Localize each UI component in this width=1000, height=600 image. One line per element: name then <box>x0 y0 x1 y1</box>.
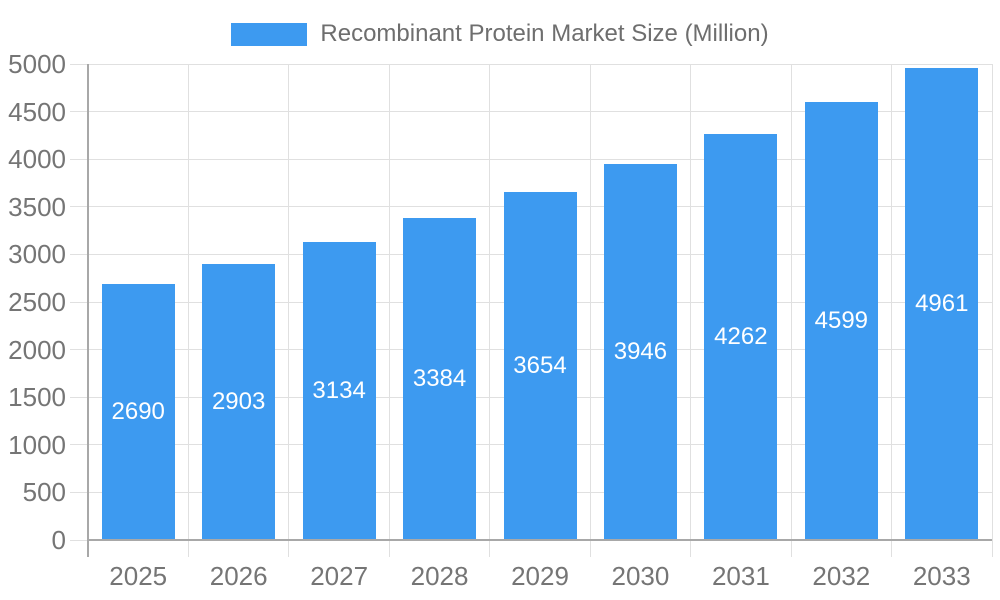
bar-value-label: 3384 <box>412 364 467 392</box>
y-axis-label: 1500 <box>8 382 66 413</box>
bar[interactable]: 4599 <box>804 102 878 540</box>
bar[interactable]: 3946 <box>603 164 677 540</box>
y-axis-tick <box>70 491 88 493</box>
grid-line-vertical <box>690 64 692 557</box>
legend-swatch <box>231 22 308 46</box>
y-axis-tick <box>70 349 88 351</box>
y-axis-tick <box>70 206 88 208</box>
x-axis-label: 2028 <box>410 561 469 591</box>
grid-line-vertical <box>288 64 290 557</box>
grid-line-vertical <box>891 64 893 557</box>
legend-label: Recombinant Protein Market Size (Million… <box>320 20 769 47</box>
bar-value-label: 4599 <box>814 307 869 335</box>
bar[interactable]: 4262 <box>704 134 778 540</box>
x-axis-line <box>88 539 992 541</box>
legend[interactable]: Recombinant Protein Market Size (Million… <box>0 20 1000 48</box>
y-axis-tick <box>70 111 88 113</box>
grid-line-vertical <box>589 64 591 557</box>
y-axis-label: 0 <box>51 525 66 555</box>
bar[interactable]: 3654 <box>503 192 577 540</box>
y-axis-label: 2000 <box>8 334 66 365</box>
x-axis-label: 2029 <box>511 561 569 591</box>
y-axis-tick <box>70 444 88 446</box>
y-axis-label: 3000 <box>8 239 66 270</box>
bar-value-label: 4262 <box>714 323 768 351</box>
x-axis-label: 2033 <box>912 561 971 591</box>
grid-line-horizontal <box>88 158 992 160</box>
y-axis-line <box>87 64 89 557</box>
y-axis-label: 500 <box>22 477 66 508</box>
y-axis-tick <box>70 253 88 255</box>
bar[interactable]: 2903 <box>202 263 276 540</box>
y-axis-label: 2500 <box>8 287 66 317</box>
x-axis-label: 2031 <box>711 561 770 591</box>
bar-value-label: 3946 <box>613 338 668 366</box>
grid-line-horizontal <box>88 63 992 65</box>
y-axis-tick <box>70 396 88 398</box>
grid-line-vertical <box>187 64 189 557</box>
bar-value-label: 2903 <box>211 387 266 415</box>
y-axis-label: 4000 <box>8 144 66 175</box>
y-axis-label: 4500 <box>8 96 66 127</box>
grid-line-vertical <box>388 64 390 557</box>
bar[interactable]: 4961 <box>905 67 979 540</box>
x-axis-label: 2030 <box>611 561 670 591</box>
bar-value-label: 2690 <box>111 397 165 425</box>
y-axis-tick <box>70 539 88 541</box>
y-axis-tick <box>70 63 88 65</box>
y-axis-tick <box>70 301 88 303</box>
y-axis-label: 5000 <box>8 49 66 79</box>
bar-value-label: 3654 <box>513 352 567 380</box>
x-axis-label: 2032 <box>812 561 871 591</box>
y-axis-label: 1000 <box>8 429 66 460</box>
bar-value-label: 4961 <box>915 289 969 317</box>
bar[interactable]: 3384 <box>403 217 477 540</box>
grid-line-vertical <box>991 64 993 557</box>
bar-value-label: 3134 <box>312 376 366 404</box>
x-axis-label: 2025 <box>109 561 168 591</box>
x-axis-label: 2026 <box>209 561 268 591</box>
x-axis-label: 2027 <box>310 561 369 591</box>
grid-line-horizontal <box>88 111 992 113</box>
bar[interactable]: 2690 <box>101 283 175 540</box>
bar[interactable]: 3134 <box>302 241 376 540</box>
grid-line-vertical <box>790 64 792 557</box>
y-axis-label: 3500 <box>8 191 66 222</box>
y-axis-tick <box>70 158 88 160</box>
grid-line-vertical <box>489 64 491 557</box>
